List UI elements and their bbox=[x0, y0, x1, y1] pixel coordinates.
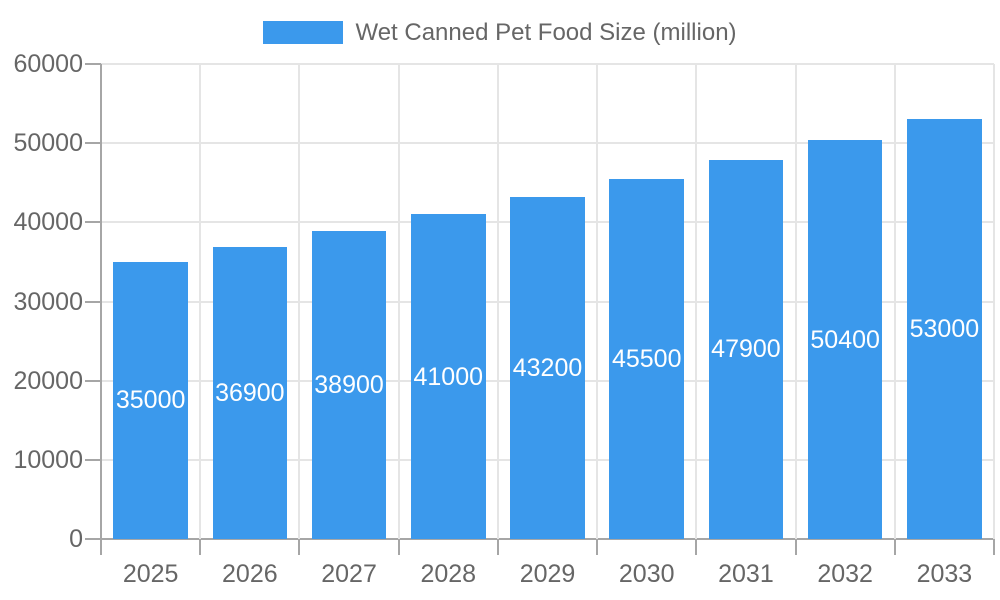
x-axis-tick bbox=[993, 539, 995, 555]
x-tick-label: 2027 bbox=[321, 560, 377, 588]
y-tick-label: 40000 bbox=[13, 208, 83, 237]
x-tick-label: 2028 bbox=[420, 560, 477, 588]
y-axis-tick bbox=[85, 458, 101, 461]
y-tick-label: 10000 bbox=[13, 445, 83, 474]
bar[interactable] bbox=[907, 119, 982, 539]
x-axis-tick bbox=[893, 539, 896, 555]
v-gridline bbox=[596, 64, 599, 539]
v-gridline bbox=[993, 64, 995, 539]
bar[interactable] bbox=[311, 231, 387, 539]
bar[interactable] bbox=[411, 214, 486, 539]
y-tick-label: 50000 bbox=[13, 129, 83, 158]
y-tick-label: 30000 bbox=[13, 287, 83, 316]
h-gridline bbox=[101, 142, 994, 145]
bar-value-label: 43200 bbox=[512, 354, 583, 382]
y-axis-tick bbox=[85, 379, 101, 382]
v-gridline bbox=[199, 64, 202, 539]
y-tick-label: 0 bbox=[69, 525, 83, 553]
v-gridline bbox=[298, 64, 301, 539]
x-axis-tick bbox=[199, 539, 202, 555]
legend-swatch bbox=[263, 21, 344, 44]
x-axis-tick bbox=[794, 539, 797, 555]
bar[interactable] bbox=[212, 246, 288, 539]
y-tick-label: 60000 bbox=[13, 50, 83, 78]
bar-value-label: 53000 bbox=[909, 315, 980, 344]
y-axis-tick bbox=[85, 63, 101, 65]
bar[interactable] bbox=[113, 261, 188, 539]
legend-label: Wet Canned Pet Food Size (million) bbox=[355, 19, 737, 46]
legend-item[interactable]: Wet Canned Pet Food Size (million) bbox=[0, 20, 1000, 45]
y-axis-line bbox=[100, 64, 102, 539]
x-tick-label: 2026 bbox=[222, 560, 278, 588]
v-gridline bbox=[794, 64, 797, 539]
x-axis-tick bbox=[496, 539, 499, 555]
v-gridline bbox=[496, 64, 499, 539]
bar-value-label: 35000 bbox=[115, 386, 186, 415]
bar[interactable] bbox=[807, 140, 883, 539]
bar-value-label: 38900 bbox=[314, 371, 384, 400]
y-axis-tick bbox=[85, 142, 101, 145]
bar-value-label: 50400 bbox=[810, 325, 880, 354]
x-axis-tick bbox=[100, 539, 102, 555]
bar[interactable] bbox=[708, 159, 784, 539]
bar-value-label: 45500 bbox=[611, 344, 682, 373]
x-tick-label: 2033 bbox=[916, 560, 973, 588]
x-tick-label: 2030 bbox=[618, 560, 675, 588]
y-axis-tick bbox=[85, 538, 101, 540]
bar-value-label: 36900 bbox=[215, 378, 285, 407]
y-tick-label: 20000 bbox=[13, 366, 83, 395]
v-gridline bbox=[893, 64, 896, 539]
y-axis-tick bbox=[85, 221, 101, 224]
bar-value-label: 41000 bbox=[413, 362, 484, 391]
x-tick-label: 2025 bbox=[122, 560, 179, 588]
v-gridline bbox=[397, 64, 400, 539]
x-axis-line bbox=[101, 538, 994, 540]
x-tick-label: 2029 bbox=[519, 560, 576, 588]
x-axis-tick bbox=[298, 539, 301, 555]
bar-value-label: 47900 bbox=[711, 335, 781, 364]
bar[interactable] bbox=[510, 197, 585, 539]
x-axis-tick bbox=[695, 539, 698, 555]
x-tick-label: 2031 bbox=[718, 560, 774, 588]
v-gridline bbox=[695, 64, 698, 539]
x-axis-tick bbox=[596, 539, 599, 555]
bar[interactable] bbox=[609, 178, 684, 539]
x-tick-label: 2032 bbox=[817, 560, 873, 588]
x-axis-tick bbox=[397, 539, 400, 555]
plot-area: 0 10000 20000 30000 40000 50000 60000 35000 2025… bbox=[13, 51, 995, 587]
y-axis-tick bbox=[85, 300, 101, 303]
h-gridline bbox=[101, 63, 994, 65]
